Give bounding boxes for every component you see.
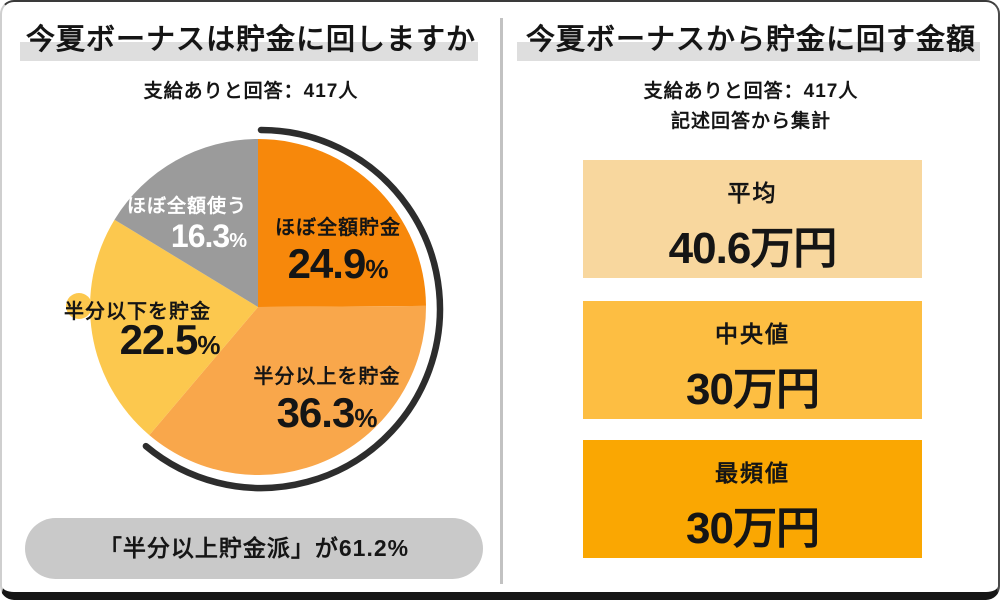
pie-chart <box>66 126 444 492</box>
stat-label-median: 中央値 <box>715 321 790 347</box>
panel-divider <box>500 18 503 584</box>
stat-box-mode: 最頻値 30万円 <box>583 440 922 558</box>
decorative-arc <box>142 126 444 492</box>
pie-label-more-half-save: 半分以上を貯金 36.3% <box>253 366 401 436</box>
stat-value-median: 30万円 <box>686 365 820 414</box>
left-panel-title: 今夏ボーナスは貯金に回しますか <box>25 24 476 56</box>
pie-label-full-save: ほぼ全額貯金 24.9% <box>272 217 404 288</box>
stat-label-mode: 最頻値 <box>715 460 790 486</box>
stat-value-mode: 30万円 <box>686 504 820 553</box>
pie-label-spend-all: ほぼ全額使う 16.3% <box>126 196 247 254</box>
pie-slice <box>90 219 258 436</box>
stat-value-average: 40.6万円 <box>668 224 838 273</box>
label-highlight-blob <box>66 293 92 319</box>
stat-box-average: 平均 40.6万円 <box>583 160 922 278</box>
pie-slices <box>90 139 427 476</box>
stat-label-average: 平均 <box>727 180 778 206</box>
stat-box-median: 中央値 30万円 <box>583 301 922 419</box>
right-panel-subtitle-2: 記述回答から集計 <box>670 111 831 132</box>
right-panel-subtitle-1: 支給ありと回答：417人 <box>643 81 859 102</box>
title-highlight-right <box>517 42 980 61</box>
pie-label-less-half-save: 半分以下を貯金 <box>64 301 211 323</box>
left-panel-subtitle: 支給ありと回答：417人 <box>143 81 359 102</box>
savings-amount-panel: 今夏ボーナスから貯金に回す金額 支給ありと回答：417人 記述回答から集計 平均… <box>502 0 1000 600</box>
summary-pill: 「半分以上貯金派」が61.2% <box>25 518 483 579</box>
pie-pct-full-save: 24.9% <box>287 240 389 287</box>
pie-pct-more-half-save: 36.3% <box>276 389 378 436</box>
pie-pct-less-half-save: 22.5% <box>119 316 221 363</box>
right-panel-title: 今夏ボーナスから貯金に回す金額 <box>525 24 976 56</box>
savings-question-panel: 今夏ボーナスは貯金に回しますか 支給ありと回答：417人 ほぼ全額貯金 24.9… <box>20 24 483 579</box>
pie-slice <box>149 305 427 476</box>
title-highlight-left <box>20 42 478 61</box>
pie-slice <box>258 139 426 307</box>
pie-pct-spend-all: 16.3% <box>170 217 247 254</box>
pie-slice <box>114 139 258 307</box>
